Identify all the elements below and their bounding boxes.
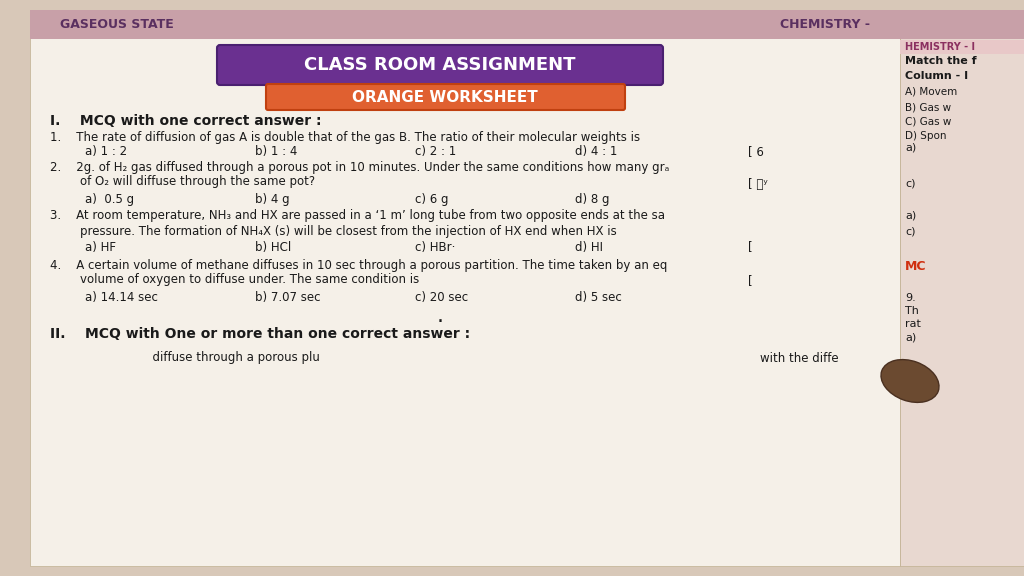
Text: CHEMISTRY -: CHEMISTRY - — [780, 18, 870, 32]
Text: c) 2 : 1: c) 2 : 1 — [415, 146, 457, 158]
Text: a): a) — [905, 211, 916, 221]
Text: CLASS ROOM ASSIGNMENT: CLASS ROOM ASSIGNMENT — [304, 56, 575, 74]
Bar — [30, 10, 1024, 39]
Text: c) 6 g: c) 6 g — [415, 192, 449, 206]
Bar — [900, 11, 1024, 566]
Text: a) 1 : 2: a) 1 : 2 — [85, 146, 127, 158]
Text: A) Movem: A) Movem — [905, 87, 957, 97]
Text: volume of oxygen to diffuse under. The same condition is: volume of oxygen to diffuse under. The s… — [50, 274, 419, 286]
Text: 9.: 9. — [905, 293, 915, 303]
Text: MC: MC — [905, 260, 927, 272]
Text: a) HF: a) HF — [85, 241, 116, 253]
Text: Column - I: Column - I — [905, 71, 968, 81]
FancyBboxPatch shape — [266, 84, 625, 110]
Text: c) 20 sec: c) 20 sec — [415, 291, 468, 305]
Text: 1.    The rate of diffusion of gas A is double that of the gas B. The ratio of t: 1. The rate of diffusion of gas A is dou… — [50, 131, 640, 143]
Text: ORANGE WORKSHEET: ORANGE WORKSHEET — [352, 89, 538, 104]
FancyBboxPatch shape — [217, 45, 663, 85]
Text: a): a) — [905, 333, 916, 343]
Text: 4.    A certain volume of methane diffuses in 10 sec through a porous partition.: 4. A certain volume of methane diffuses … — [50, 259, 668, 271]
Text: [: [ — [748, 241, 753, 253]
Text: a): a) — [905, 143, 916, 153]
Text: [: [ — [748, 275, 753, 287]
Text: d) 4 : 1: d) 4 : 1 — [575, 146, 617, 158]
Bar — [30, 11, 900, 566]
Text: a)  0.5 g: a) 0.5 g — [85, 192, 134, 206]
Text: C) Gas w: C) Gas w — [905, 117, 951, 127]
Text: .: . — [436, 306, 443, 326]
Text: Th: Th — [905, 306, 919, 316]
Text: 2.    2g. of H₂ gas diffused through a porous pot in 10 minutes. Under the same : 2. 2g. of H₂ gas diffused through a poro… — [50, 161, 670, 175]
Text: B) Gas w: B) Gas w — [905, 103, 951, 113]
Text: rat: rat — [905, 319, 921, 329]
Bar — [900, 40, 1024, 54]
Text: d) 8 g: d) 8 g — [575, 192, 609, 206]
Text: of O₂ will diffuse through the same pot?: of O₂ will diffuse through the same pot? — [50, 176, 315, 188]
Text: D) Spon: D) Spon — [905, 131, 946, 141]
Text: 3.    At room temperature, NH₃ and HX are passed in a ‘1 m’ long tube from two o: 3. At room temperature, NH₃ and HX are p… — [50, 210, 665, 222]
Text: I.    MCQ with one correct answer :: I. MCQ with one correct answer : — [50, 114, 322, 128]
Text: HEMISTRY - I: HEMISTRY - I — [905, 42, 975, 52]
Text: a) 14.14 sec: a) 14.14 sec — [85, 291, 158, 305]
Text: diffuse through a porous plu: diffuse through a porous plu — [100, 351, 319, 365]
Text: b) 4 g: b) 4 g — [255, 192, 290, 206]
Text: c): c) — [905, 227, 915, 237]
Ellipse shape — [881, 359, 939, 403]
Text: d) 5 sec: d) 5 sec — [575, 291, 622, 305]
Text: GASEOUS STATE: GASEOUS STATE — [60, 18, 174, 32]
Text: d) HI: d) HI — [575, 241, 603, 253]
Text: [ 6: [ 6 — [748, 146, 764, 158]
Text: c): c) — [905, 178, 915, 188]
Text: [ ᶚʸ: [ ᶚʸ — [748, 177, 768, 191]
Text: b) 1 : 4: b) 1 : 4 — [255, 146, 297, 158]
Text: c) HBr·: c) HBr· — [415, 241, 456, 253]
Text: b) HCl: b) HCl — [255, 241, 291, 253]
Text: pressure. The formation of NH₄X (s) will be closest from the injection of HX end: pressure. The formation of NH₄X (s) will… — [50, 225, 616, 237]
Text: II.    MCQ with One or more than one correct answer :: II. MCQ with One or more than one correc… — [50, 327, 470, 341]
Text: with the diffe: with the diffe — [760, 351, 839, 365]
Text: Match the f: Match the f — [905, 56, 977, 66]
Text: b) 7.07 sec: b) 7.07 sec — [255, 291, 321, 305]
